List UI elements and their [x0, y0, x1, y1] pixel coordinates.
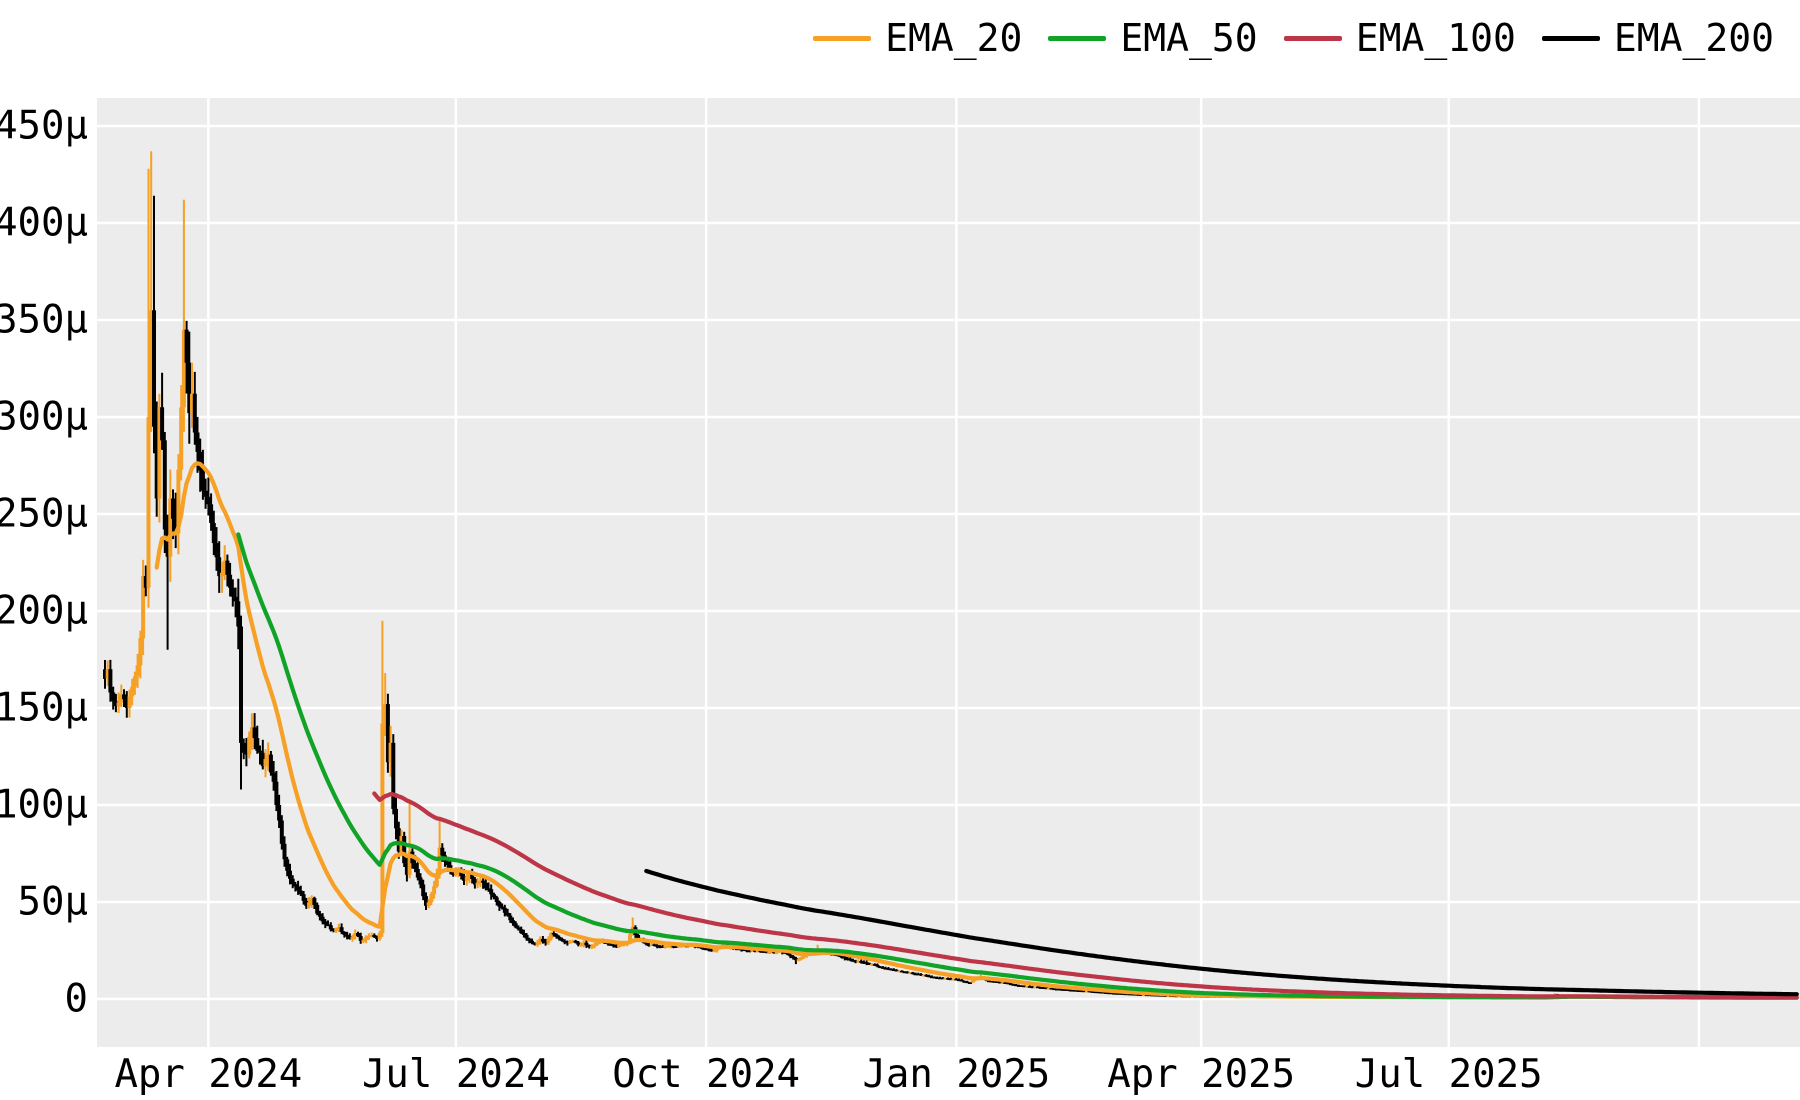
x-tick-label: Oct 2024	[612, 1052, 801, 1097]
y-tick-label: 350µ	[0, 297, 88, 343]
legend-item: EMA_50	[1048, 16, 1258, 60]
legend-item-label: EMA_50	[1120, 16, 1258, 60]
y-tick-label: 250µ	[0, 491, 88, 537]
y-tick-label: 400µ	[0, 200, 88, 246]
x-tick-label: Jul 2024	[361, 1052, 550, 1097]
y-tick-label: 300µ	[0, 394, 88, 440]
y-tick-label: 450µ	[0, 103, 88, 149]
ema-100-line	[372, 791, 1799, 1000]
x-tick-label: Jan 2025	[862, 1052, 1051, 1097]
x-tick-label: Apr 2025	[1107, 1052, 1296, 1097]
y-tick-label: 100µ	[0, 782, 88, 828]
legend-item-label: EMA_100	[1355, 16, 1516, 60]
legend-item: EMA_100	[1283, 16, 1516, 60]
chart-legend: EMA_20 EMA_50 EMA_100 EMA_200	[787, 12, 1774, 64]
ema-20-legend-swatch-icon	[813, 35, 872, 41]
ema-200-line	[644, 868, 1799, 997]
ema-100-legend-swatch-icon	[1283, 35, 1342, 41]
legend-item-label: EMA_200	[1613, 16, 1774, 60]
y-tick-label: 150µ	[0, 685, 88, 731]
x-tick-label: Jul 2025	[1354, 1052, 1543, 1097]
legend-item-label: EMA_20	[885, 16, 1023, 60]
legend-item: EMA_20	[813, 19, 1022, 57]
x-tick-label: Apr 2024	[114, 1052, 303, 1097]
y-tick-label: 0	[64, 976, 88, 1022]
y-tick-label: 200µ	[0, 588, 88, 634]
y-tick-label: 50µ	[17, 879, 88, 925]
ema-200-legend-swatch-icon	[1541, 35, 1600, 41]
plot-background	[97, 98, 1800, 1047]
ema-50-legend-swatch-icon	[1048, 35, 1107, 41]
legend-item: EMA_200	[1541, 16, 1774, 60]
